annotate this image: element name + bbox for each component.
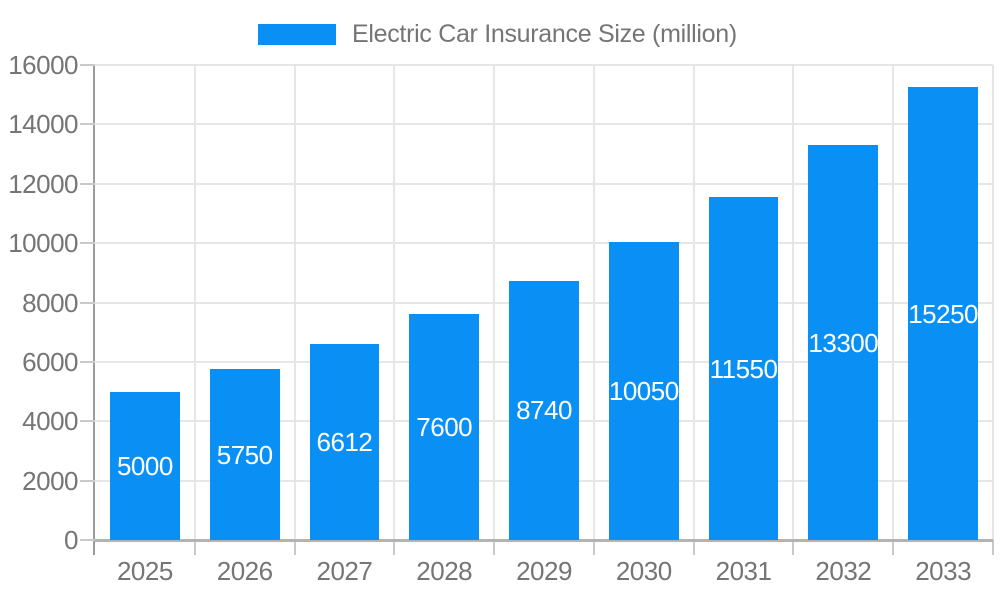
x-axis-tick bbox=[493, 540, 496, 555]
x-tick-label: 2025 bbox=[116, 556, 173, 586]
x-axis-tick bbox=[992, 540, 994, 555]
bar-value-label: 8740 bbox=[516, 395, 572, 426]
y-tick-label: 10000 bbox=[8, 228, 78, 259]
x-axis-tick bbox=[393, 540, 396, 555]
y-tick-label: 2000 bbox=[22, 465, 78, 496]
y-tick-label: 4000 bbox=[22, 406, 78, 437]
x-axis-tick bbox=[193, 540, 196, 555]
y-axis-tick bbox=[80, 420, 95, 423]
bar bbox=[908, 87, 979, 540]
x-axis-tick bbox=[792, 540, 795, 555]
h-gridline bbox=[95, 64, 993, 66]
bar bbox=[409, 314, 480, 540]
y-axis-tick bbox=[80, 479, 95, 482]
x-tick-label: 2030 bbox=[615, 556, 672, 586]
x-tick-label: 2028 bbox=[416, 556, 473, 586]
v-gridline bbox=[992, 65, 994, 540]
bar bbox=[708, 197, 779, 540]
y-axis-tick bbox=[80, 64, 95, 66]
bar-value-label: 5000 bbox=[116, 450, 173, 481]
v-gridline bbox=[592, 65, 595, 540]
bar-value-label: 11550 bbox=[709, 353, 778, 384]
x-tick-label: 2032 bbox=[815, 556, 872, 586]
h-gridline bbox=[95, 123, 993, 126]
v-gridline bbox=[193, 65, 196, 540]
bar-value-label: 5750 bbox=[216, 439, 273, 470]
legend-item[interactable]: Electric Car Insurance Size (million) bbox=[258, 20, 737, 49]
bar bbox=[109, 391, 180, 540]
legend-swatch-icon bbox=[258, 24, 336, 45]
y-axis-tick bbox=[80, 360, 95, 363]
x-axis-tick bbox=[692, 540, 695, 555]
x-axis-line bbox=[95, 539, 993, 542]
bar bbox=[608, 241, 679, 540]
bar-value-label: 13300 bbox=[808, 327, 879, 358]
v-gridline bbox=[393, 65, 396, 540]
y-tick-label: 14000 bbox=[8, 109, 78, 140]
y-axis-line bbox=[93, 65, 95, 555]
bar bbox=[209, 369, 280, 540]
v-gridline bbox=[792, 65, 795, 540]
x-axis-tick bbox=[892, 540, 895, 555]
y-tick-label: 8000 bbox=[22, 287, 78, 318]
v-gridline bbox=[493, 65, 496, 540]
v-gridline bbox=[892, 65, 895, 540]
x-tick-label: 2027 bbox=[316, 556, 373, 586]
y-axis-tick bbox=[80, 182, 95, 185]
y-axis-tick bbox=[80, 301, 95, 304]
v-gridline bbox=[293, 65, 296, 540]
bar bbox=[808, 145, 879, 540]
bar bbox=[509, 280, 579, 540]
bar-value-label: 6612 bbox=[316, 426, 373, 457]
bar bbox=[309, 343, 380, 540]
x-tick-label: 2033 bbox=[915, 556, 972, 586]
legend: Electric Car Insurance Size (million) bbox=[258, 20, 737, 49]
bar-value-label: 10050 bbox=[608, 375, 679, 406]
x-tick-label: 2031 bbox=[715, 556, 772, 586]
bar-value-label: 7600 bbox=[416, 412, 473, 443]
h-gridline bbox=[95, 182, 993, 185]
h-gridline bbox=[95, 242, 993, 245]
y-axis-tick bbox=[80, 123, 95, 126]
x-tick-label: 2026 bbox=[216, 556, 273, 586]
y-axis-tick bbox=[80, 242, 95, 245]
y-tick-label: 0 bbox=[64, 525, 78, 555]
bar-value-label: 15250 bbox=[908, 298, 979, 329]
x-axis-tick bbox=[592, 540, 595, 555]
y-axis-tick bbox=[80, 539, 95, 541]
legend-label: Electric Car Insurance Size (million) bbox=[352, 20, 737, 48]
x-axis-tick bbox=[293, 540, 296, 555]
y-tick-label: 16000 bbox=[8, 50, 78, 80]
x-tick-label: 2029 bbox=[516, 556, 572, 586]
y-tick-label: 6000 bbox=[22, 346, 78, 377]
v-gridline bbox=[692, 65, 695, 540]
y-tick-label: 12000 bbox=[8, 168, 78, 199]
